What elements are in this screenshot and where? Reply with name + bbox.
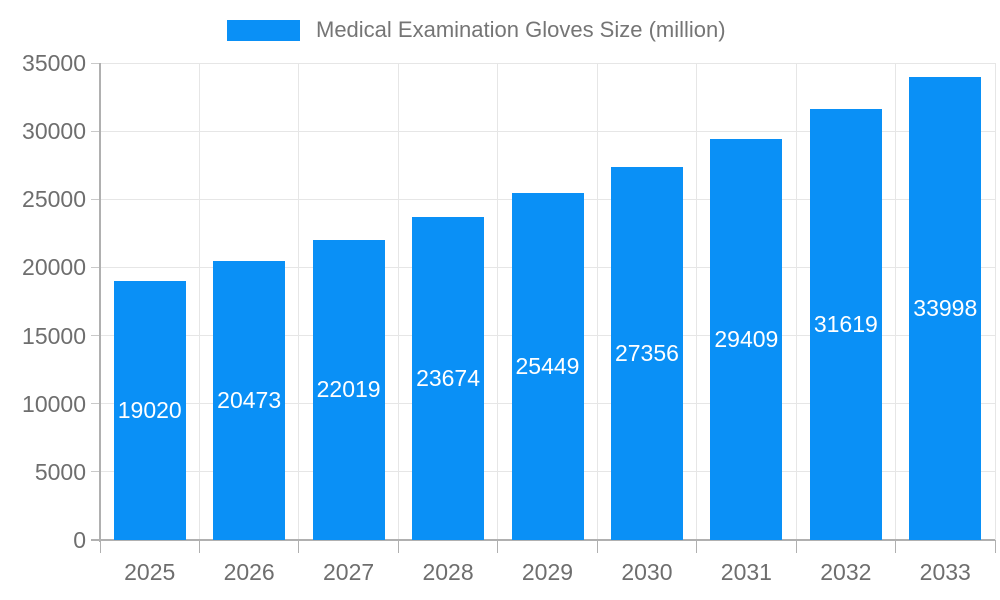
bar[interactable]: 22019: [312, 239, 385, 540]
x-tick-label: 2026: [223, 559, 275, 585]
bar[interactable]: 31619: [809, 109, 882, 540]
x-tick: [994, 540, 996, 553]
x-grid-line: [198, 63, 200, 540]
y-tick: [91, 403, 100, 405]
y-tick: [91, 62, 100, 64]
y-tick: [91, 335, 100, 337]
x-tick-label: 2033: [919, 559, 971, 585]
x-grid-line: [895, 63, 897, 540]
bar[interactable]: 19020: [113, 280, 186, 540]
bar-value-label: 25449: [515, 353, 580, 380]
x-tick-label: 2029: [521, 559, 574, 585]
x-tick: [99, 540, 101, 553]
x-grid-line: [298, 63, 300, 540]
bar[interactable]: 20473: [213, 260, 286, 540]
x-grid-line: [397, 63, 399, 540]
bar-value-label: 19020: [117, 396, 182, 423]
x-tick: [397, 540, 399, 553]
x-tick-label: 2027: [323, 559, 375, 585]
bar[interactable]: 29409: [710, 139, 783, 540]
legend[interactable]: Medical Examination Gloves Size (million…: [227, 17, 726, 43]
x-tick: [198, 540, 200, 553]
bar[interactable]: 33998: [909, 76, 982, 540]
x-grid-line: [497, 63, 499, 540]
bar-value-label: 29409: [714, 326, 779, 353]
y-tick: [91, 198, 100, 200]
bar[interactable]: 27356: [610, 167, 683, 540]
y-tick: [91, 471, 100, 473]
bar[interactable]: 23674: [412, 217, 485, 540]
bar-value-label: 31619: [813, 311, 878, 338]
bar-value-label: 27356: [614, 340, 679, 367]
x-tick: [298, 540, 300, 553]
x-tick: [795, 540, 797, 553]
bar-value-label: 33998: [913, 294, 978, 321]
x-tick: [696, 540, 698, 553]
x-axis-line: [91, 539, 995, 541]
y-tick-label: 10000: [22, 390, 86, 417]
bar-value-label: 20473: [217, 386, 282, 413]
y-tick-label: 35000: [22, 50, 86, 76]
y-tick: [91, 266, 100, 268]
legend-swatch[interactable]: [227, 19, 300, 41]
x-tick: [596, 540, 598, 553]
x-tick-label: 2028: [422, 559, 474, 585]
bar-value-label: 23674: [416, 365, 481, 392]
x-tick-label: 2030: [621, 559, 673, 585]
x-tick-label: 2025: [124, 559, 176, 585]
x-grid-line: [596, 63, 598, 540]
y-grid-line: [100, 62, 995, 64]
y-tick-label: 25000: [22, 186, 86, 213]
y-tick-label: 0: [73, 527, 86, 553]
legend-label[interactable]: Medical Examination Gloves Size (million…: [316, 17, 726, 42]
y-axis-line: [99, 63, 101, 542]
x-tick-label: 2032: [820, 559, 872, 585]
x-grid-line: [795, 63, 797, 540]
y-tick-label: 30000: [22, 118, 86, 145]
x-tick: [895, 540, 897, 553]
x-grid-line: [994, 63, 996, 540]
bar[interactable]: 25449: [511, 193, 584, 540]
y-tick-label: 5000: [34, 458, 86, 485]
bar-value-label: 22019: [316, 376, 381, 403]
x-tick: [497, 540, 499, 553]
y-grid-line: [100, 130, 995, 132]
y-tick-label: 20000: [22, 254, 86, 281]
y-tick: [91, 130, 100, 132]
x-tick-label: 2031: [720, 559, 772, 585]
x-grid-line: [696, 63, 698, 540]
y-tick-label: 15000: [22, 322, 86, 349]
